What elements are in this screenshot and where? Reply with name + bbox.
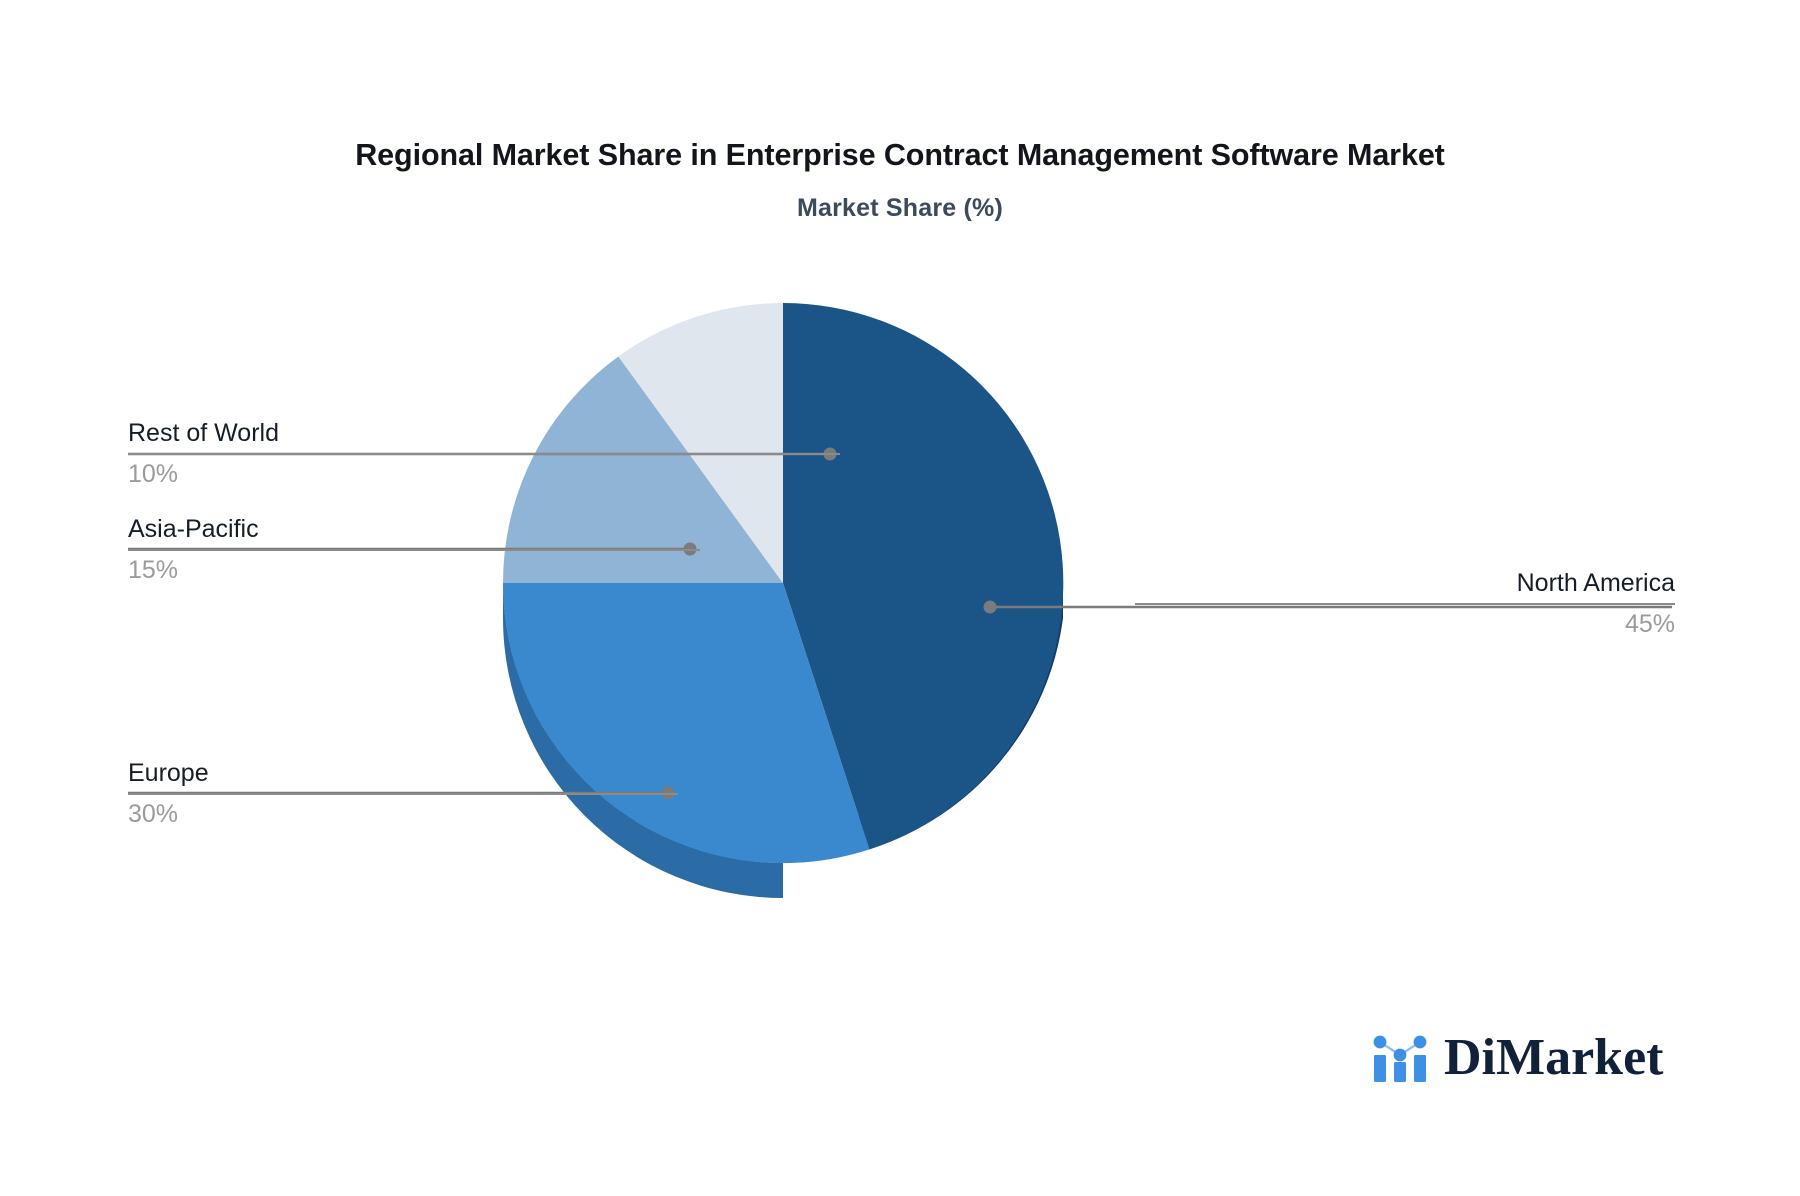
- pie-slice-north-america: [783, 302, 1064, 850]
- pie-slice-europe: [502, 583, 870, 864]
- pie-side-europe: [503, 583, 783, 898]
- callout-value: 15%: [128, 556, 179, 585]
- page-title: Regional Market Share in Enterprise Cont…: [355, 138, 1445, 172]
- callout-label: Asia-Pacific: [128, 515, 259, 543]
- callout-value: 45%: [1624, 610, 1675, 639]
- callout-label: North America: [1516, 569, 1675, 597]
- callout-value: 10%: [128, 460, 179, 489]
- callout-rule: [128, 549, 700, 552]
- pie-slice-asia-pacific: [503, 356, 783, 583]
- callout-rule: [128, 453, 840, 456]
- brand-logo: DiMarket: [1372, 1032, 1663, 1084]
- leader-line-north-america: [983, 600, 1672, 614]
- callout-rest-of-world: Rest of World 10%: [128, 420, 840, 488]
- callout-europe: Europe 30%: [128, 760, 678, 828]
- callout-rule: [128, 793, 678, 796]
- leader-line-asia-pacific: [128, 542, 697, 556]
- callout-value: 30%: [128, 800, 179, 829]
- callout-north-america: North America 45%: [1135, 570, 1675, 638]
- bar-line-chart-logo-icon: [1373, 1035, 1427, 1082]
- leader-line-europe: [128, 786, 675, 800]
- callout-asia-pacific: Asia-Pacific 15%: [128, 516, 700, 584]
- pie-slice-rest-of-world: [618, 303, 783, 583]
- brand-name: DiMarket: [1444, 1029, 1664, 1086]
- callout-rule: [1135, 603, 1675, 606]
- chart-subtitle: Market Share (%): [796, 194, 1004, 222]
- callout-label: Europe: [128, 759, 209, 787]
- callout-label: Rest of World: [128, 419, 279, 447]
